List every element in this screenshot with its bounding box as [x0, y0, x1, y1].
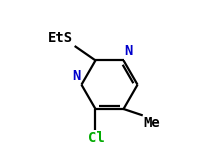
- Text: Cl: Cl: [88, 131, 105, 145]
- Text: N: N: [72, 69, 81, 83]
- Text: N: N: [124, 44, 133, 59]
- Text: Me: Me: [143, 116, 160, 130]
- Text: EtS: EtS: [48, 31, 73, 45]
